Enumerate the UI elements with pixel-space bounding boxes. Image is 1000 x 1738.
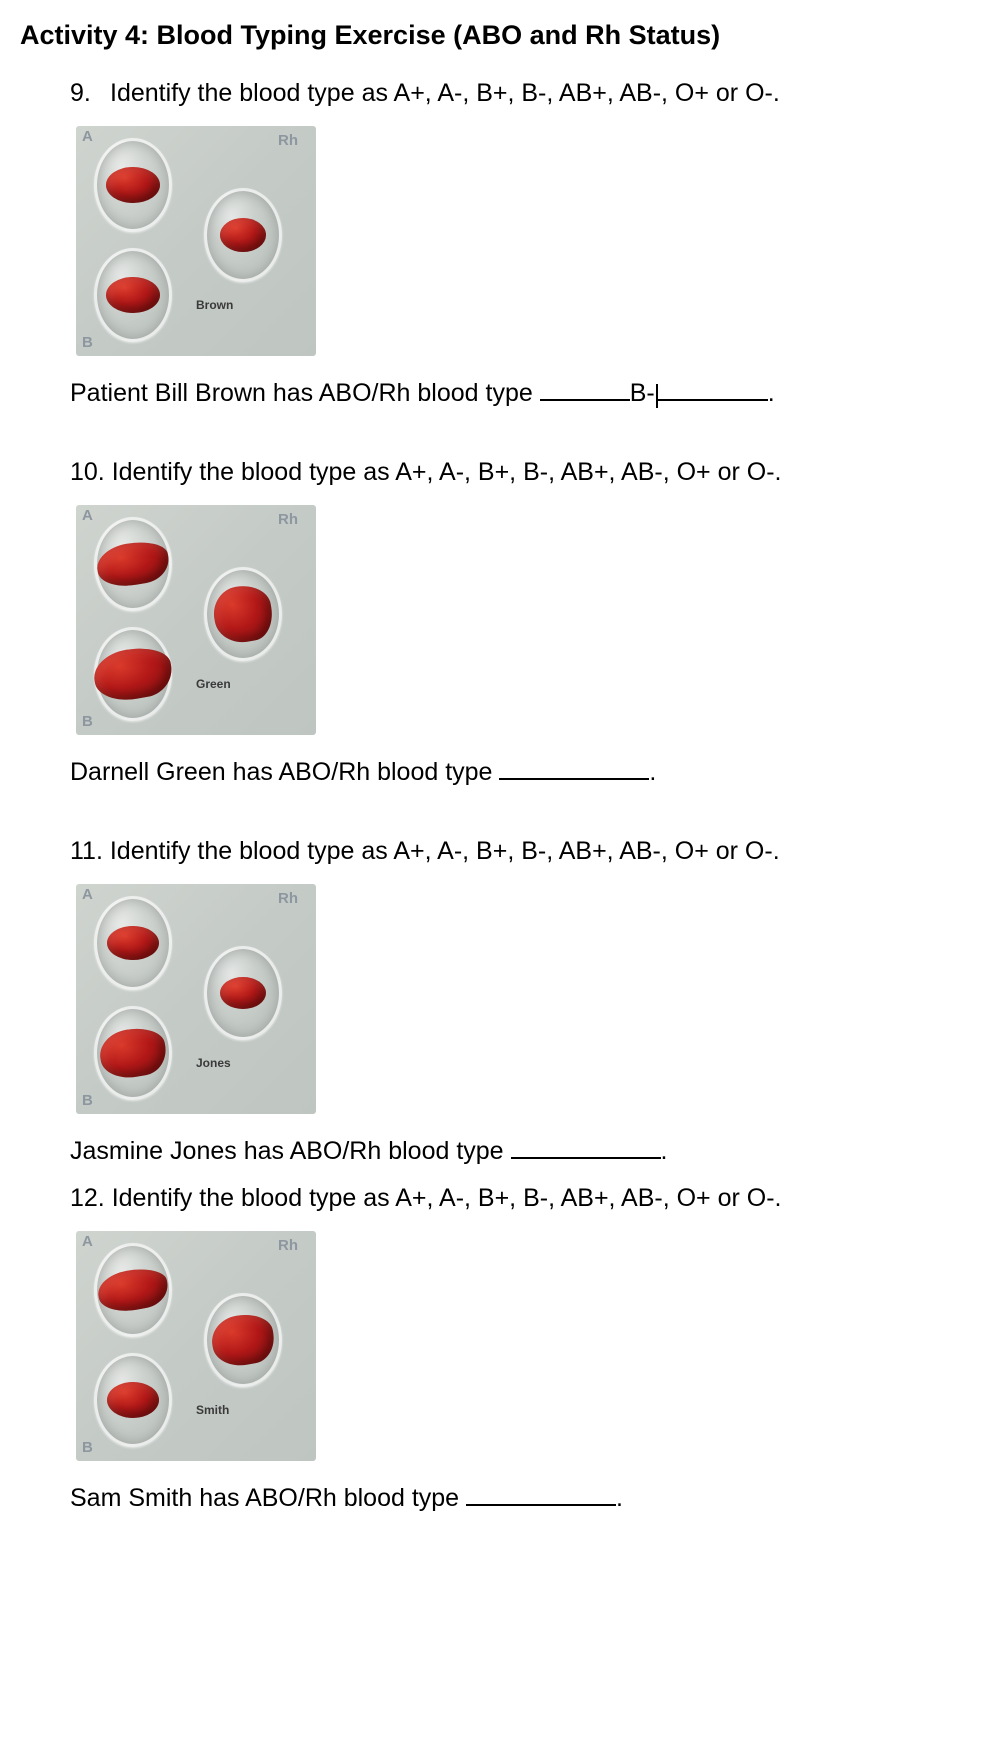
question-text: Identify the blood type as A+, A-, B+, B… [110, 79, 780, 108]
plate-corner-label: Rh [278, 1237, 298, 1254]
question-number: 9. [70, 79, 110, 108]
plate-corner-label: B [82, 1092, 93, 1109]
blood-typing-plate: A B Rh Smith [76, 1231, 316, 1461]
answer-prefix: Jasmine Jones has ABO/Rh blood type [70, 1137, 511, 1165]
blood-sample [107, 1382, 159, 1418]
sentence-period: . [768, 379, 775, 407]
answer-line: Jasmine Jones has ABO/Rh blood type . [70, 1132, 980, 1166]
question-line: 12. Identify the blood type as A+, A-, B… [70, 1184, 980, 1213]
answer-prefix: Sam Smith has ABO/Rh blood type [70, 1484, 466, 1512]
sentence-period: . [649, 758, 656, 786]
blood-sample [106, 167, 160, 203]
plate-corner-label: A [82, 507, 93, 524]
answer-line: Darnell Green has ABO/Rh blood type . [70, 753, 980, 787]
answer-blank[interactable] [658, 374, 768, 401]
answer-line: Patient Bill Brown has ABO/Rh blood type… [70, 374, 980, 408]
answer-blank[interactable] [540, 374, 630, 401]
plate-corner-label: Rh [278, 890, 298, 907]
blood-sample [107, 926, 159, 960]
answer-blank[interactable] [466, 1479, 616, 1506]
sentence-period: . [661, 1137, 668, 1165]
answer-line: Sam Smith has ABO/Rh blood type . [70, 1479, 980, 1513]
plate-corner-label: Rh [278, 511, 298, 528]
question-line: 11. Identify the blood type as A+, A-, B… [70, 837, 980, 866]
question-line: 9. Identify the blood type as A+, A-, B+… [70, 79, 980, 108]
blood-typing-plate: A B Rh Jones [76, 884, 316, 1114]
plate-patient-name: Jones [196, 1056, 231, 1070]
activity-title: Activity 4: Blood Typing Exercise (ABO a… [20, 20, 980, 51]
plate-corner-label: A [82, 128, 93, 145]
plate-corner-label: B [82, 334, 93, 351]
plate-corner-label: A [82, 886, 93, 903]
question-line: 10. Identify the blood type as A+, A-, B… [70, 458, 980, 487]
plate-corner-label: B [82, 1439, 93, 1456]
plate-patient-name: Smith [196, 1403, 229, 1417]
answer-fill: B- [630, 379, 655, 407]
answer-blank[interactable] [499, 753, 649, 780]
plate-corner-label: B [82, 713, 93, 730]
sentence-period: . [616, 1484, 623, 1512]
answer-prefix: Patient Bill Brown has ABO/Rh blood type [70, 379, 540, 407]
plate-corner-label: Rh [278, 132, 298, 149]
blood-sample [220, 218, 266, 252]
blood-typing-plate: A B Rh Brown [76, 126, 316, 356]
blood-sample [106, 277, 160, 313]
plate-corner-label: A [82, 1233, 93, 1250]
answer-blank[interactable] [511, 1132, 661, 1159]
blood-sample [220, 977, 266, 1009]
blood-typing-plate: A B Rh Green [76, 505, 316, 735]
plate-patient-name: Green [196, 677, 231, 691]
answer-prefix: Darnell Green has ABO/Rh blood type [70, 758, 499, 786]
plate-patient-name: Brown [196, 298, 233, 312]
